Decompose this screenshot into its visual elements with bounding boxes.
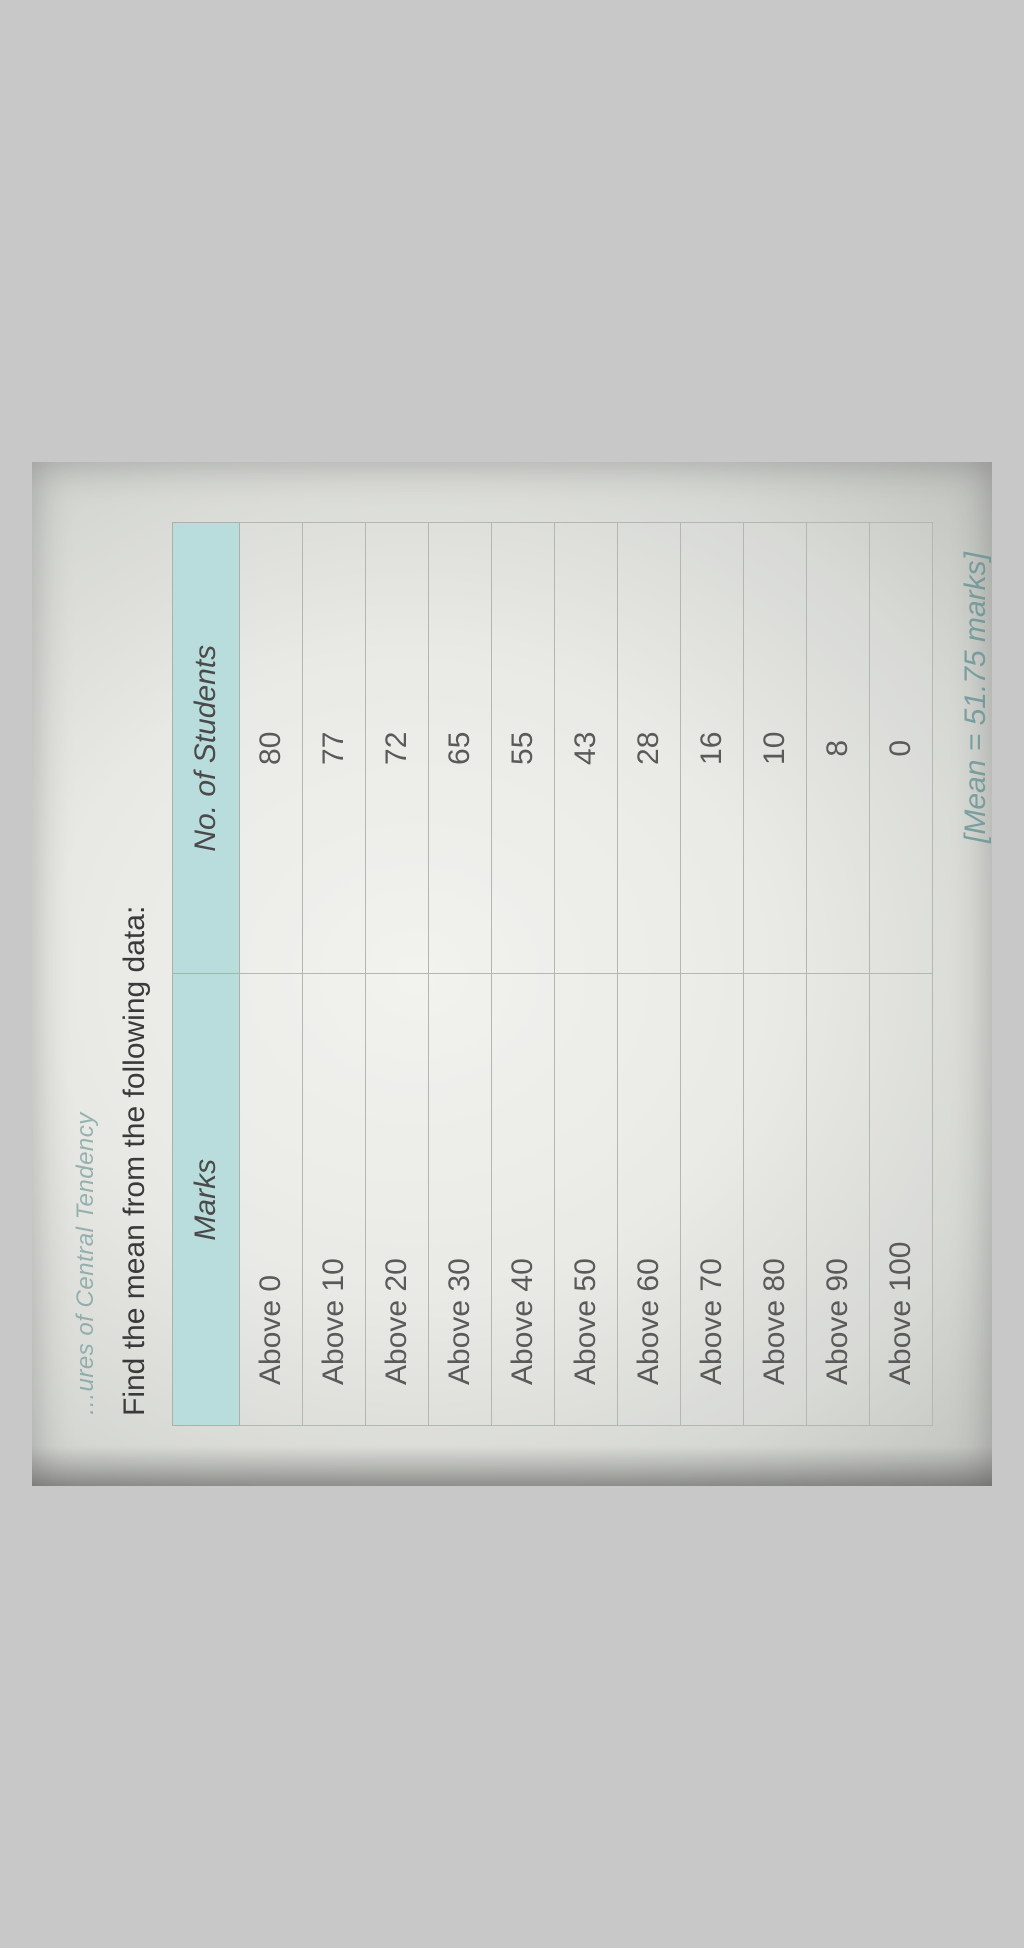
table-row: Above 80 10: [744, 523, 807, 1426]
cell-students: 10: [744, 523, 807, 975]
cell-students: 8: [807, 523, 870, 975]
page-rotated-container: …ures of Central Tendency Find the mean …: [0, 462, 1024, 1486]
data-table: Marks No. of Students Above 0 80 Above 1…: [172, 522, 933, 1426]
col-header-marks: Marks: [173, 974, 240, 1426]
table-row: Above 90 8: [807, 523, 870, 1426]
table-row: Above 20 72: [366, 523, 429, 1426]
cell-marks: Above 30: [429, 974, 492, 1426]
table-row: Above 70 16: [681, 523, 744, 1426]
cell-marks: Above 60: [618, 974, 681, 1426]
cell-students: 80: [240, 523, 303, 975]
cell-students: 77: [303, 523, 366, 975]
answer-text: [Mean = 51.75 marks]: [959, 522, 993, 1426]
cell-marks: Above 80: [744, 974, 807, 1426]
question-text: Find the mean from the following data:: [118, 522, 152, 1416]
table-row: Above 30 65: [429, 523, 492, 1426]
page-gutter-shadow: [32, 1446, 992, 1486]
cell-marks: Above 90: [807, 974, 870, 1426]
cell-students: 16: [681, 523, 744, 975]
cell-students: 55: [492, 523, 555, 975]
cell-marks: Above 10: [303, 974, 366, 1426]
cell-marks: Above 40: [492, 974, 555, 1426]
table-row: Above 60 28: [618, 523, 681, 1426]
table-row: Above 100 0: [870, 523, 933, 1426]
textbook-sheet: …ures of Central Tendency Find the mean …: [32, 462, 992, 1486]
table-header-row: Marks No. of Students: [173, 523, 240, 1426]
chapter-header-fragment: …ures of Central Tendency: [72, 522, 100, 1416]
cell-students: 28: [618, 523, 681, 975]
cell-students: 0: [870, 523, 933, 975]
cell-students: 43: [555, 523, 618, 975]
table-row: Above 10 77: [303, 523, 366, 1426]
table-row: Above 0 80: [240, 523, 303, 1426]
col-header-students: No. of Students: [173, 523, 240, 975]
table-row: Above 40 55: [492, 523, 555, 1426]
cell-marks: Above 50: [555, 974, 618, 1426]
table-row: Above 50 43: [555, 523, 618, 1426]
cell-students: 72: [366, 523, 429, 975]
cell-marks: Above 20: [366, 974, 429, 1426]
cell-marks: Above 70: [681, 974, 744, 1426]
cell-marks: Above 100: [870, 974, 933, 1426]
cell-students: 65: [429, 523, 492, 975]
cell-marks: Above 0: [240, 974, 303, 1426]
